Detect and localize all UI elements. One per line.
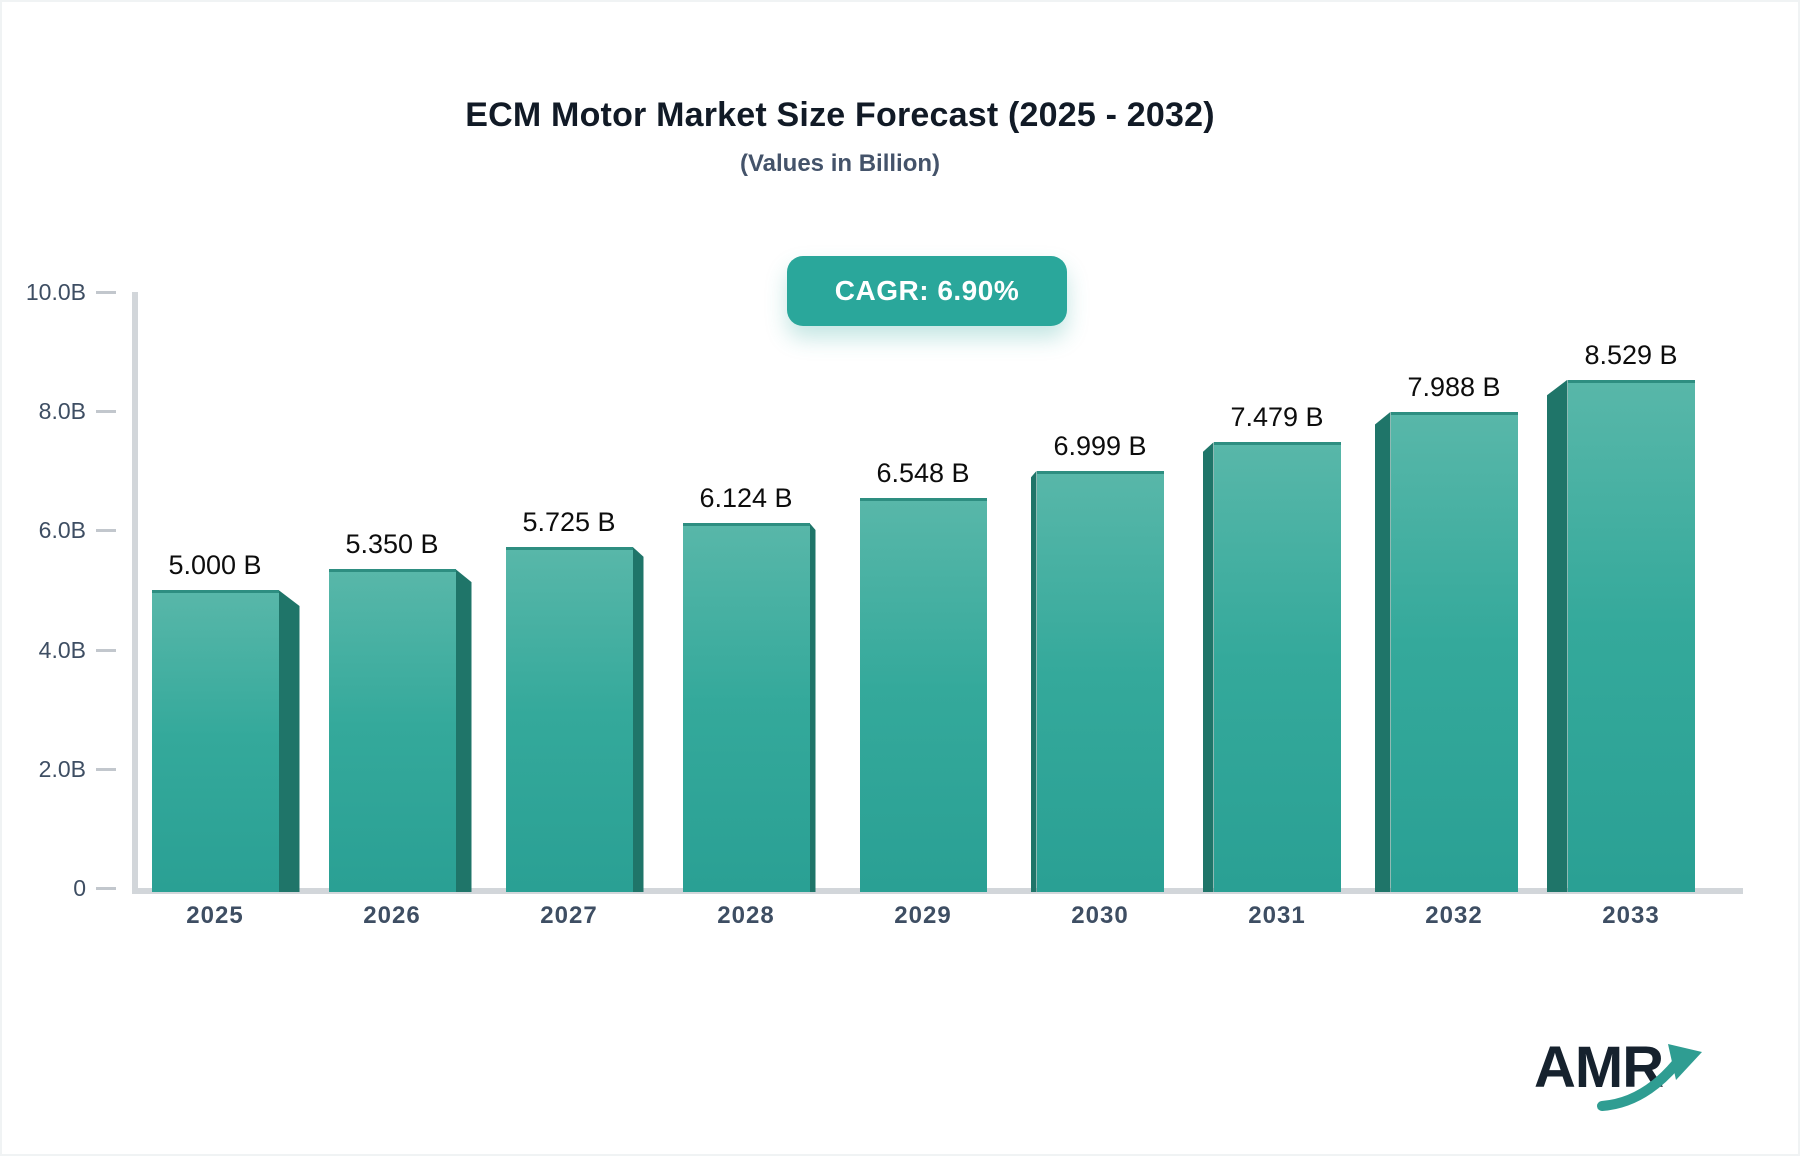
bar-value-label: 7.479 B <box>1230 402 1324 433</box>
bar-2033 <box>1567 379 1695 892</box>
x-axis-label: 2027 <box>540 902 598 929</box>
bar-2025 <box>151 590 279 892</box>
bar-value-label: 5.350 B <box>345 529 439 560</box>
x-axis-label: 2026 <box>363 902 421 929</box>
y-tick-label: 4.0B <box>38 636 86 663</box>
bar-side-face <box>1374 411 1391 892</box>
bar-side-face <box>455 569 472 892</box>
bar-2032 <box>1390 411 1518 892</box>
bar-value-label: 8.529 B <box>1584 339 1678 370</box>
y-tick <box>96 887 116 890</box>
x-axis-label: 2028 <box>717 902 775 929</box>
bar-side-face <box>632 546 644 892</box>
bar-side-face <box>1546 379 1568 892</box>
bar-side-face <box>809 523 816 892</box>
bar-value-label: 6.124 B <box>699 483 793 513</box>
bar-2031 <box>1213 442 1341 892</box>
bar-side-face <box>1202 442 1214 892</box>
x-axis-label: 2025 <box>186 902 244 929</box>
x-axis-label: 2032 <box>1425 902 1483 929</box>
x-axis-label: 2030 <box>1071 902 1129 929</box>
bar-2026 <box>328 569 456 892</box>
trend-up-arrow-icon <box>1597 1044 1702 1111</box>
bar-value-label: 5.725 B <box>522 506 616 537</box>
bar-2028 <box>682 523 810 892</box>
x-axis-label: 2029 <box>894 902 952 929</box>
y-tick-label: 2.0B <box>38 755 86 782</box>
y-tick-label: 6.0B <box>38 517 86 544</box>
bar-side-face <box>278 590 300 892</box>
x-axis-label: 2031 <box>1248 902 1306 929</box>
page-title: ECM Motor Market Size Forecast (2025 - 2… <box>465 96 1215 134</box>
bar-2030 <box>1036 470 1164 892</box>
y-tick <box>96 767 116 771</box>
bar-2027 <box>505 546 633 892</box>
y-tick <box>96 648 116 652</box>
page-subtitle: (Values in Billion) <box>739 150 941 177</box>
y-tick-label: 10.0B <box>25 279 86 305</box>
y-axis-line <box>132 292 138 892</box>
bar-value-label: 6.548 B <box>876 457 970 488</box>
bar-value-label: 5.000 B <box>168 550 262 580</box>
bar-side-face <box>1030 470 1037 892</box>
y-tick-label: 0 <box>73 875 86 901</box>
bar-2029 <box>859 497 987 892</box>
cagr-badge: CAGR: 6.90% <box>787 256 1067 326</box>
y-tick-label: 8.0B <box>38 398 86 425</box>
y-tick <box>96 529 116 533</box>
y-tick <box>96 410 116 414</box>
x-axis-label: 2033 <box>1602 902 1660 929</box>
bar-value-label: 6.999 B <box>1053 430 1147 461</box>
cagr-badge-label: CAGR: 6.90% <box>834 275 1020 306</box>
amr-logo: AMR <box>1534 1024 1764 1119</box>
bar-value-label: 7.988 B <box>1407 371 1501 402</box>
y-tick <box>96 291 116 294</box>
